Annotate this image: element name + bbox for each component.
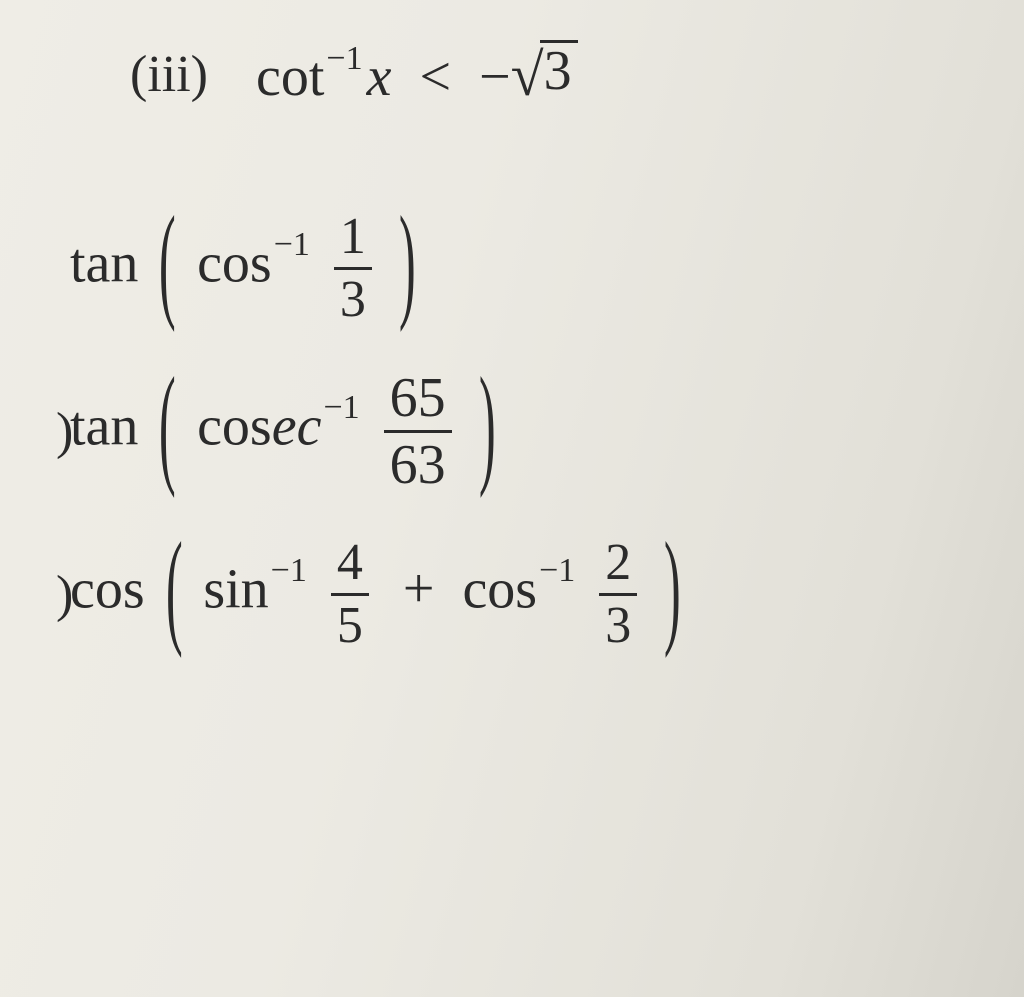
fraction: 65 63 [384,368,452,495]
list-marker-paren: ) [56,565,73,624]
neg-sign: − [479,46,511,108]
op-plus: + [403,558,435,620]
denominator: 63 [384,435,452,495]
equation-line-4: ) cos ( sin−1 4 5 + cos−1 2 3 ) [70,535,1024,654]
rparen: ) [664,516,681,663]
fn-tan: tan [70,232,138,294]
fraction: 1 3 [334,209,372,328]
numerator: 2 [599,535,637,591]
exp-neg1: −1 [274,226,310,263]
sqrt: √3 [511,40,578,99]
fn-cot: cot [256,46,324,108]
equation-line-2: tan ( cos−1 1 3 ) [70,209,1024,328]
fn-ec: ec [272,395,322,457]
fraction-bar [334,267,372,270]
equation-line-1: (iii) cot−1x < −√3 [130,40,1024,109]
lparen: ( [159,190,176,337]
fraction-2: 2 3 [599,535,637,654]
lparen: ( [166,516,183,663]
fn-cos: cos [462,558,537,620]
rparen: ) [479,350,496,504]
fraction-1: 4 5 [331,535,369,654]
fraction-bar [384,430,452,433]
sqrt-arg: 3 [540,40,578,99]
fn-sin: sin [203,558,268,620]
rparen: ) [399,190,416,337]
numerator: 1 [334,209,372,265]
denominator: 5 [331,598,369,654]
denominator: 3 [599,598,637,654]
denominator: 3 [334,272,372,328]
var-x: x [367,46,392,108]
fn-tan: tan [70,395,138,457]
page: (iii) cot−1x < −√3 tan ( cos−1 1 3 ) ) t… [0,0,1024,997]
list-marker-paren: ) [56,402,73,461]
exp-neg1: −1 [539,552,575,589]
item-label: (iii) [130,45,208,104]
op-lt: < [419,46,451,108]
equation-line-3: ) tan ( cosec−1 65 63 ) [70,368,1024,495]
lparen: ( [159,350,176,504]
exp-neg1: −1 [323,389,359,426]
fraction-bar [331,593,369,596]
numerator: 4 [331,535,369,591]
fn-cos: cos [197,232,272,294]
numerator: 65 [384,368,452,428]
exp-neg1: −1 [326,40,362,77]
fn-cos: cos [70,558,145,620]
fraction-bar [599,593,637,596]
fn-cos: cos [197,395,272,457]
exp-neg1: −1 [271,552,307,589]
